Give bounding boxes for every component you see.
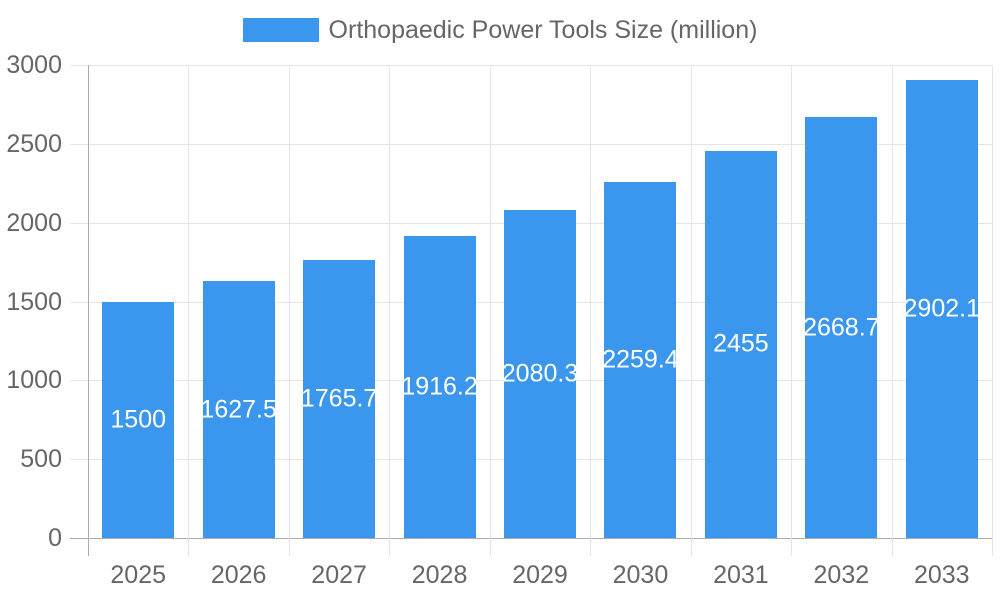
y-axis-tick-label: 500 bbox=[20, 445, 62, 474]
y-axis-line bbox=[88, 65, 89, 556]
bar bbox=[504, 210, 576, 538]
gridline-vertical bbox=[590, 65, 592, 556]
gridline-vertical bbox=[288, 65, 290, 556]
gridline-vertical bbox=[791, 65, 793, 556]
bar bbox=[905, 80, 978, 538]
bar bbox=[303, 259, 376, 538]
zero-gridline-horizontal bbox=[70, 538, 992, 539]
x-axis-tick-label: 2030 bbox=[612, 561, 669, 589]
legend[interactable]: Orthopaedic Power Tools Size (million) bbox=[0, 16, 1000, 44]
bar bbox=[202, 281, 275, 538]
bar-value-label: 2668.7 bbox=[803, 313, 880, 342]
x-axis-tick-label: 2029 bbox=[512, 561, 568, 589]
x-axis-tick-label: 2032 bbox=[813, 561, 870, 589]
bar-value-label: 2259.4 bbox=[602, 345, 679, 374]
gridline-vertical bbox=[992, 65, 993, 556]
y-axis-tick-label: 0 bbox=[48, 524, 62, 552]
y-axis-tick-label: 1500 bbox=[6, 287, 62, 316]
x-axis-tick-label: 2028 bbox=[411, 561, 468, 589]
bar-value-label: 1500 bbox=[110, 405, 167, 434]
gridline-horizontal bbox=[70, 143, 992, 145]
legend-swatch bbox=[242, 18, 319, 42]
bar-value-label: 2902.1 bbox=[903, 294, 980, 323]
bar bbox=[805, 117, 878, 538]
bar bbox=[604, 181, 677, 538]
x-axis-tick-label: 2026 bbox=[210, 561, 267, 589]
bar-value-label: 1627.5 bbox=[200, 395, 277, 424]
gridline-vertical bbox=[690, 65, 692, 556]
legend-label: Orthopaedic Power Tools Size (million) bbox=[328, 15, 758, 44]
gridline-vertical bbox=[188, 65, 190, 556]
bar-value-label: 1916.2 bbox=[401, 372, 478, 401]
x-axis-tick-label: 2033 bbox=[913, 561, 970, 589]
bar bbox=[403, 235, 476, 538]
gridline-vertical bbox=[891, 65, 893, 556]
gridline-vertical bbox=[389, 65, 391, 556]
bar-value-label: 2080.3 bbox=[501, 359, 579, 388]
gridline-horizontal bbox=[70, 65, 992, 66]
x-axis-tick-label: 2025 bbox=[110, 561, 167, 589]
y-axis-tick-label: 1000 bbox=[6, 366, 62, 395]
bar bbox=[704, 150, 777, 538]
bar-value-label: 2455 bbox=[713, 329, 769, 358]
gridline-vertical bbox=[489, 65, 491, 556]
y-axis-tick-label: 2500 bbox=[6, 129, 62, 158]
x-axis-tick-label: 2027 bbox=[311, 561, 367, 589]
y-axis-tick-label: 2000 bbox=[6, 208, 62, 237]
y-axis-tick-label: 3000 bbox=[6, 51, 62, 79]
bar-value-label: 1765.7 bbox=[300, 384, 378, 413]
bar bbox=[102, 301, 175, 538]
x-axis-tick-label: 2031 bbox=[713, 561, 769, 589]
